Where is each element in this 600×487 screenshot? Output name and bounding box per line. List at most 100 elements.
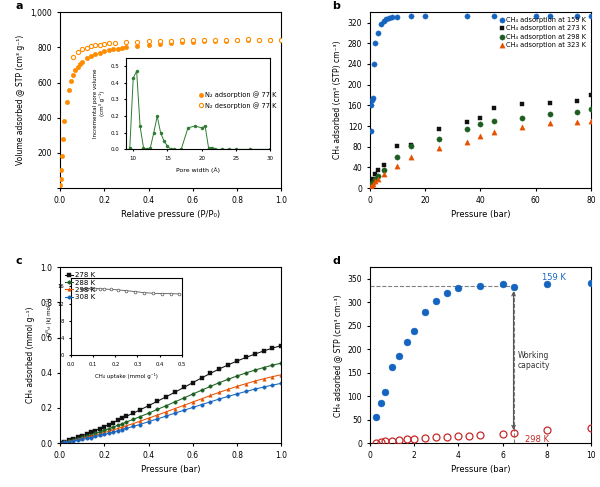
308 K [251, 386, 258, 392]
N₂ desorption @ 77 K [211, 37, 218, 43]
CH₄ adsorption at 159 K [490, 12, 499, 19]
298 K [224, 386, 232, 392]
Legend: N₂ adsorption @ 77 K, N₂ desorption @ 77 K: N₂ adsorption @ 77 K, N₂ desorption @ 77… [197, 91, 278, 110]
CH₄ adsorption at 159 K [379, 18, 388, 25]
N₂ adsorption @ 77 K [118, 45, 125, 51]
N₂ adsorption @ 77 K [72, 67, 79, 73]
N₂ adsorption @ 77 K [114, 46, 121, 52]
N₂ adsorption @ 77 K [60, 136, 67, 142]
278 K [101, 424, 108, 430]
CH₄ adsorption at 298 K [586, 106, 596, 113]
288 K [216, 380, 223, 386]
N₂ adsorption @ 77 K [57, 176, 64, 182]
CH₄ adsorption at 298 K [370, 175, 380, 183]
N₂ desorption @ 77 K [83, 45, 90, 51]
298 K [130, 421, 137, 427]
298 K [114, 426, 121, 431]
N₂ adsorption @ 77 K [79, 59, 86, 65]
CH₄ adsorption at 323 K [572, 118, 582, 126]
Line: N₂ desorption @ 77 K: N₂ desorption @ 77 K [71, 37, 283, 58]
X-axis label: Pressure (bar): Pressure (bar) [451, 210, 510, 219]
298 K [278, 372, 285, 377]
N₂ adsorption @ 77 K [156, 41, 163, 47]
CH₄ adsorption at 159 K [367, 96, 377, 104]
298 K [260, 376, 267, 382]
CH₄ adsorption at 323 K [373, 175, 383, 183]
N₂ adsorption @ 77 K [92, 51, 99, 57]
278 K [92, 428, 99, 433]
288 K [92, 431, 99, 436]
308 K [101, 431, 108, 437]
N₂ adsorption @ 77 K [96, 50, 103, 56]
CH₄ adsorption at 159 K [406, 12, 416, 20]
Line: 278 K: 278 K [58, 344, 283, 445]
288 K [269, 362, 276, 368]
CH₄ adsorption at 159 K [369, 60, 379, 68]
CH₄ adsorption at 159 K [376, 19, 386, 27]
N₂ adsorption @ 77 K [74, 64, 82, 70]
Text: 159 K: 159 K [542, 273, 566, 282]
CH₄ adsorption at 273 K [392, 142, 402, 150]
CH₄ adsorption at 273 K [373, 166, 383, 174]
278 K [79, 433, 86, 439]
298 K [189, 399, 196, 405]
N₂ adsorption @ 77 K [101, 48, 108, 54]
278 K [163, 394, 170, 400]
N₂ desorption @ 77 K [278, 37, 285, 43]
288 K [145, 411, 152, 416]
CH₄ adsorption at 273 K [462, 118, 472, 126]
308 K [172, 410, 179, 416]
308 K [65, 439, 73, 445]
308 K [109, 429, 116, 435]
278 K [118, 415, 125, 421]
N₂ adsorption @ 77 K [189, 39, 196, 45]
N₂ adsorption @ 77 K [200, 38, 208, 44]
N₂ adsorption @ 77 K [76, 61, 83, 67]
308 K [278, 380, 285, 386]
278 K [61, 439, 68, 445]
308 K [163, 413, 170, 419]
CH₄ adsorption at 273 K [368, 175, 377, 183]
278 K [242, 355, 250, 360]
N₂ adsorption @ 77 K [109, 47, 116, 53]
CH₄ adsorption at 298 K [367, 181, 376, 188]
CH₄ adsorption at 298 K [434, 135, 443, 143]
298 K [269, 374, 276, 379]
CH₄ adsorption at 159 K [370, 39, 380, 47]
X-axis label: Pressure (bar): Pressure (bar) [451, 466, 510, 474]
CH₄ adsorption at 298 K [368, 178, 377, 186]
N₂ desorption @ 77 K [256, 37, 263, 42]
CH₄ adsorption at 159 K [545, 12, 554, 19]
298 K [118, 424, 125, 430]
Line: 298 K: 298 K [58, 373, 283, 445]
CH₄ adsorption at 323 K [366, 183, 376, 191]
CH₄ adsorption at 159 K [367, 101, 376, 109]
288 K [198, 387, 205, 393]
Text: b: b [332, 0, 340, 11]
308 K [260, 384, 267, 390]
298 K [88, 433, 95, 439]
N₂ adsorption @ 77 K [278, 37, 285, 43]
N₂ adsorption @ 77 K [58, 168, 65, 173]
298 K [207, 393, 214, 398]
298 K [251, 378, 258, 384]
278 K [216, 366, 223, 372]
N₂ adsorption @ 77 K [83, 56, 90, 61]
298 K [198, 396, 205, 402]
288 K [123, 419, 130, 425]
CH₄ adsorption at 159 K [368, 94, 377, 101]
298 K [163, 409, 170, 415]
278 K [88, 430, 95, 435]
CH₄ adsorption at 298 K [517, 114, 527, 122]
308 K [269, 382, 276, 388]
278 K [65, 437, 73, 443]
N₂ desorption @ 77 K [92, 42, 99, 48]
278 K [172, 389, 179, 395]
CH₄ adsorption at 323 K [517, 123, 527, 131]
308 K [154, 416, 161, 422]
N₂ adsorption @ 77 K [134, 43, 141, 49]
288 K [251, 367, 258, 373]
288 K [101, 428, 108, 433]
N₂ adsorption @ 77 K [211, 38, 218, 44]
N₂ adsorption @ 77 K [256, 37, 263, 43]
